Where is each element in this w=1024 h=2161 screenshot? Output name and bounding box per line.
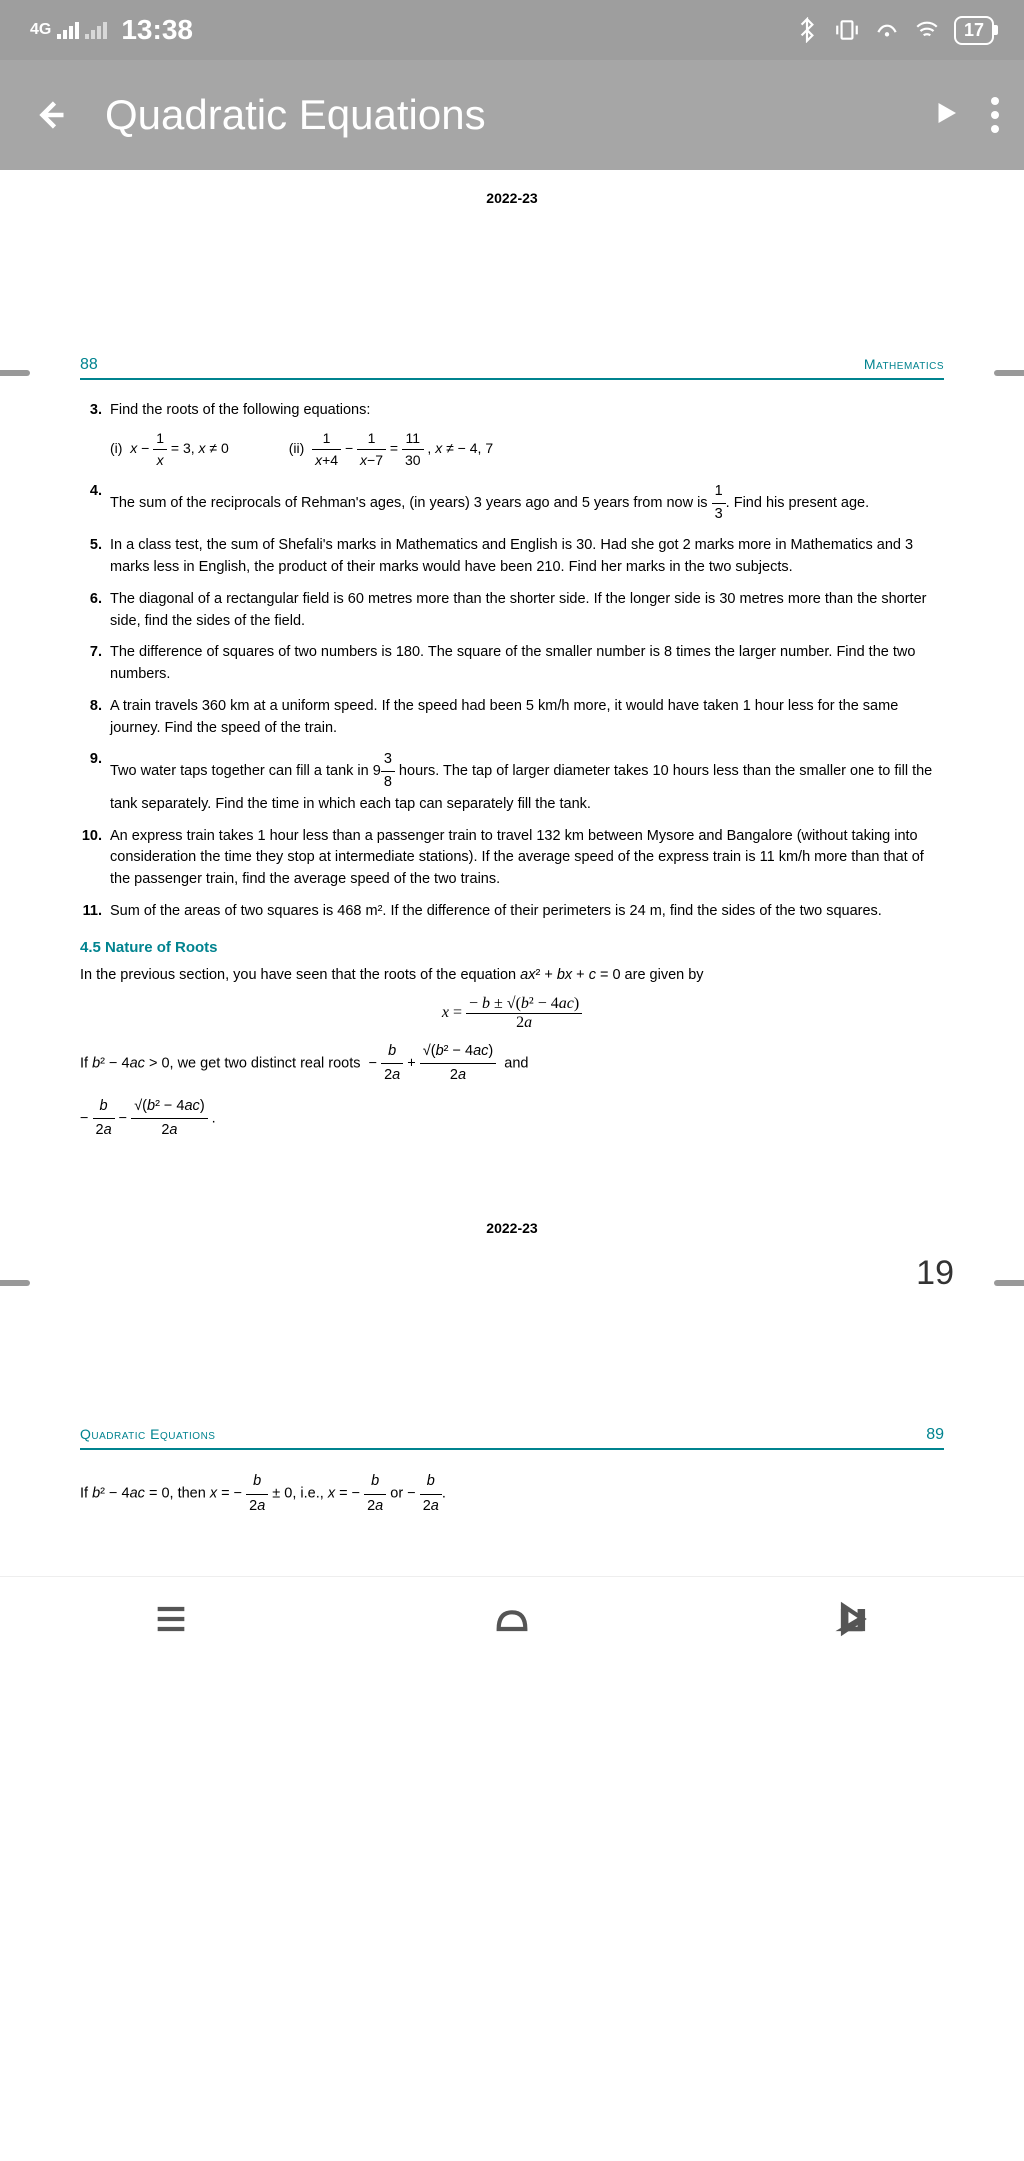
wifi-icon [914,17,940,43]
q10-num: 10. [80,826,110,891]
page-number-88: 88 [80,356,98,374]
q3-num: 3. [80,400,110,471]
problem-8: 8.A train travels 360 km at a uniform sp… [80,696,944,740]
subject-label: Mathematics [864,356,944,374]
status-right: 17 [794,16,994,45]
right-edge-handle-2[interactable] [994,1280,1024,1286]
document-viewer[interactable]: 2022-23 88 Mathematics 3. Find the roots… [0,170,1024,1576]
left-edge-handle-2[interactable] [0,1280,30,1286]
q5-text: In a class test, the sum of Shefali's ma… [110,535,944,579]
nature-distinct-2: − b2a − √(b² − 4ac)2a . [80,1095,944,1142]
q4-num: 4. [80,481,110,526]
q7-text: The difference of squares of two numbers… [110,642,944,686]
volte-icon [874,17,900,43]
q9-text: Two water taps together can fill a tank … [110,749,944,815]
q3-ii-label: (ii) [289,440,305,456]
pdf-page-badge: 19 [906,1250,964,1297]
p2-discriminant-zero: If b² − 4ac = 0, then x = − b2a ± 0, i.e… [80,1470,944,1517]
q4-text: The sum of the reciprocals of Rehman's a… [110,481,944,526]
recents-button[interactable] [151,1599,191,1644]
battery-indicator: 17 [954,16,994,45]
page-number-89: 89 [926,1426,944,1444]
page-gap: 2022-23 19 [0,1220,1024,1236]
problem-9: 9. Two water taps together can fill a ta… [80,749,944,815]
clock: 13:38 [121,14,193,46]
nature-intro: In the previous section, you have seen t… [80,964,944,987]
chapter-title: Quadratic Equations [80,1426,215,1444]
problem-11: 11.Sum of the areas of two squares is 46… [80,901,944,923]
status-left: 4G 13:38 [30,14,193,46]
signal-bars-1 [57,21,79,39]
q8-text: A train travels 360 km at a uniform spee… [110,696,944,740]
problem-7: 7.The difference of squares of two numbe… [80,642,944,686]
page-title: Quadratic Equations [105,91,931,139]
app-bar: Quadratic Equations [0,60,1024,170]
q10-text: An express train takes 1 hour less than … [110,826,944,891]
q11-num: 11. [80,901,110,923]
q6-num: 6. [80,589,110,633]
page-2: Quadratic Equations 89 If b² − 4ac = 0, … [0,1396,1024,1555]
problem-3: 3. Find the roots of the following equat… [80,400,944,471]
status-bar: 4G 13:38 17 [0,0,1024,60]
more-menu-button[interactable] [991,97,999,133]
q8-num: 8. [80,696,110,740]
vibrate-icon [834,17,860,43]
q7-num: 7. [80,642,110,686]
network-label: 4G [30,21,51,39]
page-1: 88 Mathematics 3. Find the roots of the … [0,326,1024,1180]
back-nav-button[interactable] [833,1599,873,1644]
bluetooth-icon [794,17,820,43]
problem-5: 5.In a class test, the sum of Shefali's … [80,535,944,579]
q3-i-label: (i) [110,440,122,456]
q3-text: Find the roots of the following equation… [110,402,370,418]
q5-num: 5. [80,535,110,579]
battery-level: 17 [964,20,984,41]
section-4-5-heading: 4.5 Nature of Roots [80,939,944,956]
page-1-header: 88 Mathematics [80,356,944,380]
year-header-1: 2022-23 [0,190,1024,206]
problem-6: 6.The diagonal of a rectangular field is… [80,589,944,633]
problem-4: 4. The sum of the reciprocals of Rehman'… [80,481,944,526]
quadratic-formula: x = − b ± √(b² − 4ac)2a [80,995,944,1032]
q6-text: The diagonal of a rectangular field is 6… [110,589,944,633]
back-button[interactable] [25,90,75,140]
play-button[interactable] [931,98,961,133]
system-nav-bar [0,1576,1024,1666]
q9-num: 9. [80,749,110,815]
page-2-header: Quadratic Equations 89 [80,1426,944,1450]
year-header-2: 2022-23 [0,1220,1024,1236]
home-button[interactable] [492,1599,532,1644]
nature-distinct: If b² − 4ac > 0, we get two distinct rea… [80,1040,944,1087]
q3-subparts: (i) x − 1x = 3, x ≠ 0 (ii) 1x+4 − 1x−7 =… [110,428,944,471]
problem-10: 10.An express train takes 1 hour less th… [80,826,944,891]
signal-bars-2 [85,21,107,39]
q11-text: Sum of the areas of two squares is 468 m… [110,901,944,923]
